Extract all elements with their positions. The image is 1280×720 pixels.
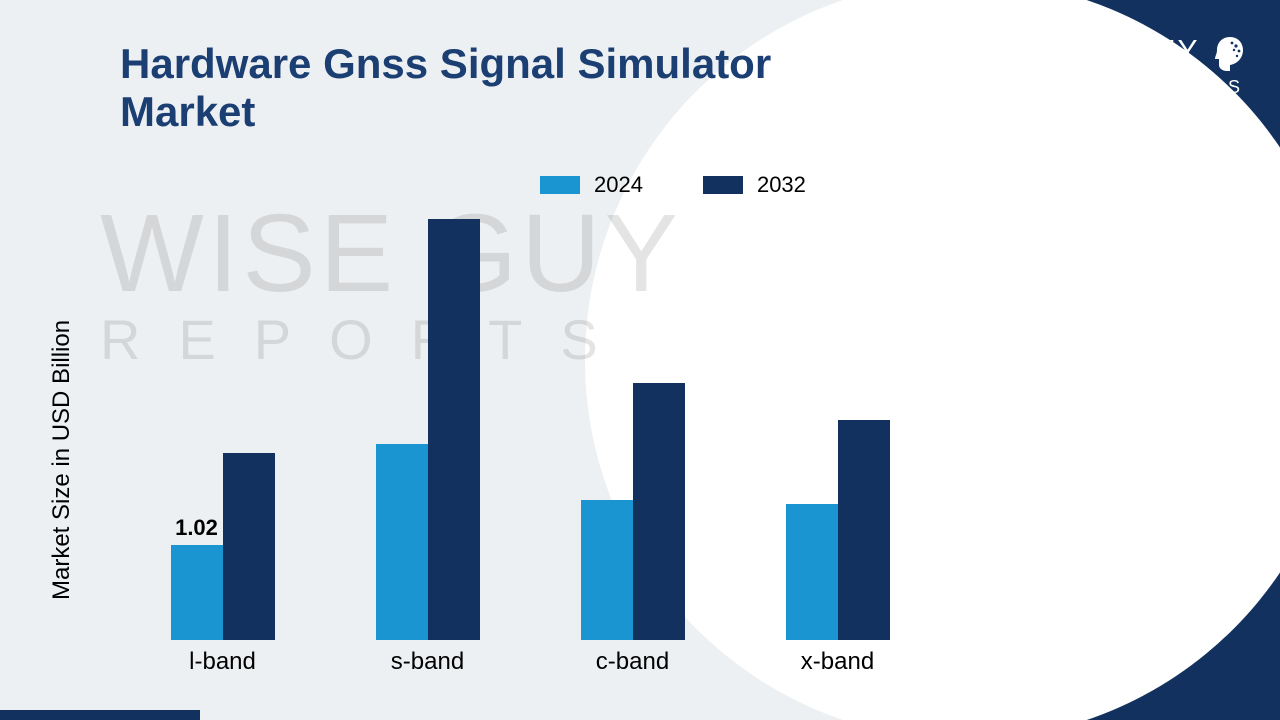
bar	[428, 219, 480, 640]
legend-item: 2032	[703, 172, 806, 198]
bottom-accent-bar	[0, 710, 200, 720]
x-axis-label: x-band	[763, 648, 913, 676]
chart-title: Hardware Gnss Signal Simulator Market	[120, 40, 840, 137]
head-icon	[1210, 34, 1250, 79]
bar: 1.02	[171, 545, 223, 640]
bar-group: 1.02	[148, 453, 298, 640]
bar	[633, 383, 685, 640]
logo-line2: REPORTS	[1044, 77, 1250, 98]
bar-group	[353, 219, 503, 640]
y-axis-label: Market Size in USD Billion	[48, 320, 76, 600]
legend-label: 2032	[757, 172, 806, 198]
legend-item: 2024	[540, 172, 643, 198]
stage: WISE GUY REPORTS Hardware Gnss Signal Si…	[0, 0, 1280, 720]
x-axis-label: l-band	[148, 648, 298, 676]
logo-line1: WISEGUY	[1044, 35, 1200, 68]
bar-value-label: 1.02	[175, 515, 218, 541]
x-axis-label: s-band	[353, 648, 503, 676]
bar	[581, 500, 633, 640]
bar-groups: 1.02	[120, 210, 940, 640]
legend-swatch	[540, 176, 580, 194]
legend-swatch	[703, 176, 743, 194]
bar	[838, 420, 890, 640]
brand-logo: WISEGUY REPORTS	[1044, 34, 1250, 98]
x-axis-label: c-band	[558, 648, 708, 676]
bar	[223, 453, 275, 640]
chart-plot-area: 1.02	[120, 210, 940, 640]
x-axis-labels: l-band s-band c-band x-band	[120, 648, 940, 676]
legend: 2024 2032	[540, 172, 806, 198]
legend-label: 2024	[594, 172, 643, 198]
bar	[376, 444, 428, 640]
bar-group	[558, 383, 708, 640]
bar-group	[763, 420, 913, 640]
bar	[786, 504, 838, 640]
